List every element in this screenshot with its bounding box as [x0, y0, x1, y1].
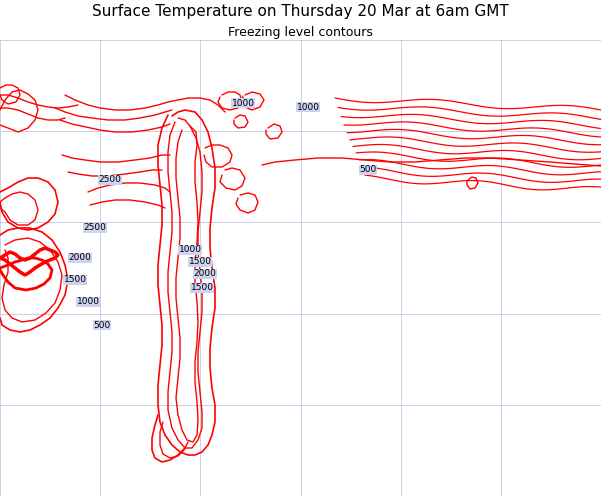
Text: 1000: 1000	[76, 298, 100, 307]
Text: 2500: 2500	[99, 176, 121, 185]
Text: 1500: 1500	[64, 275, 87, 285]
Text: 500: 500	[93, 320, 111, 329]
Text: 2500: 2500	[84, 224, 106, 233]
Text: 2000: 2000	[194, 269, 216, 278]
Text: Surface Temperature on Thursday 20 Mar at 6am GMT: Surface Temperature on Thursday 20 Mar a…	[92, 3, 509, 19]
Text: Freezing level contours: Freezing level contours	[228, 26, 373, 39]
Text: 1500: 1500	[191, 284, 213, 293]
Text: 500: 500	[359, 166, 377, 175]
Text: 1000: 1000	[231, 99, 254, 108]
Text: 2000: 2000	[69, 253, 91, 262]
Text: 1000: 1000	[178, 246, 201, 254]
Text: 1500: 1500	[189, 257, 212, 266]
Text: 1000: 1000	[296, 103, 320, 112]
